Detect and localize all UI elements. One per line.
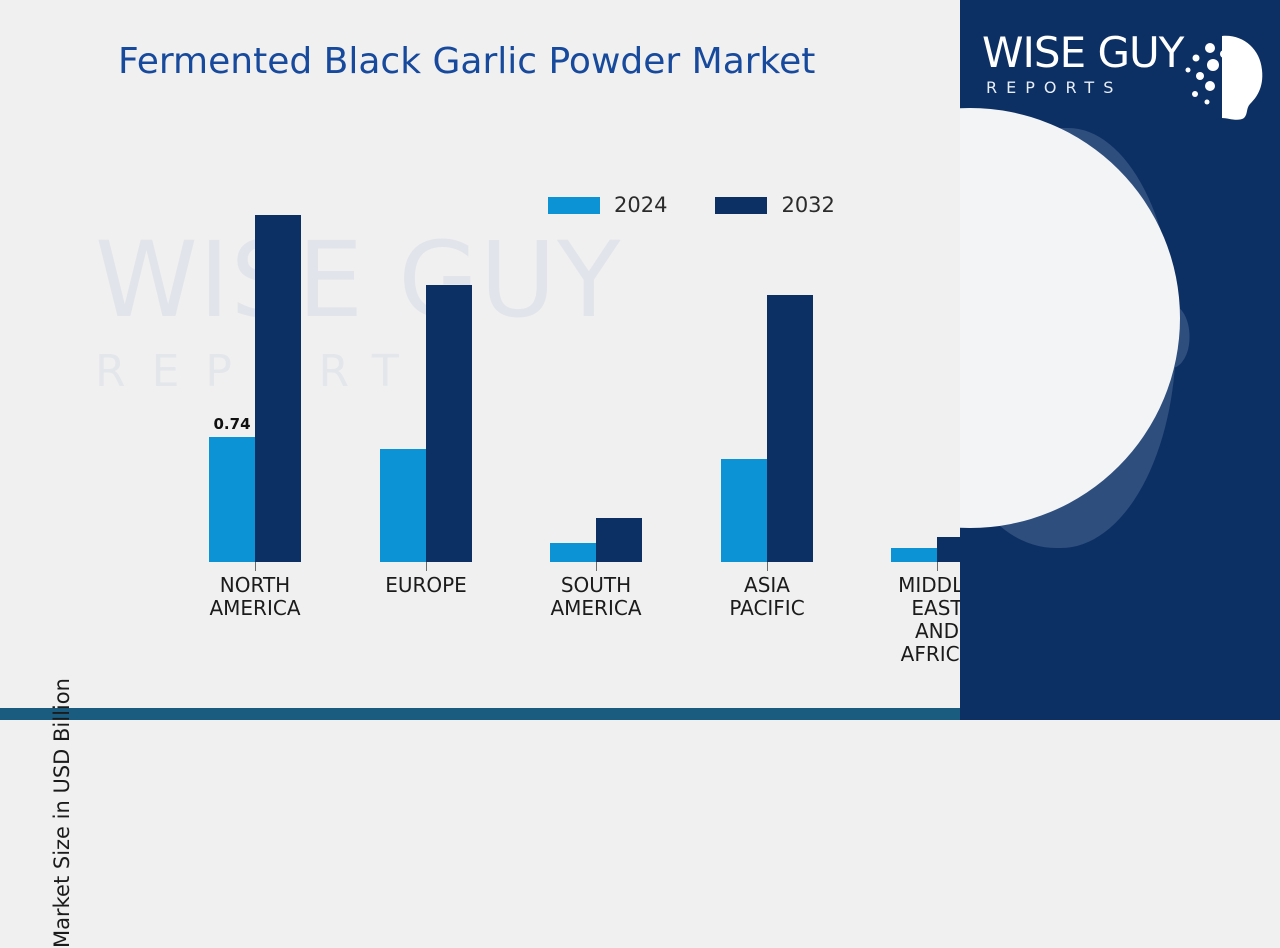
bars-container — [132, 190, 983, 562]
legend-item-2024[interactable]: 2024 — [548, 193, 667, 217]
category-label-line: AMERICA — [209, 596, 301, 620]
bar-2024-europe[interactable] — [380, 448, 426, 562]
category-label-line: MIDDLE — [898, 573, 976, 597]
x-axis-category-label: EUROPE — [341, 574, 511, 597]
chart-legend: 2024 2032 — [548, 193, 835, 217]
chart-plot-area: Market Size in USD Billion NORTH AMERICA E… — [50, 190, 983, 948]
logo-primary-text: WISE GUY — [982, 28, 1184, 77]
logo-head-dots-icon — [1185, 35, 1263, 120]
bar-2024-asia-pacific[interactable] — [721, 458, 767, 562]
y-axis-label: Market Size in USD Billion — [50, 568, 106, 948]
brand-panel: WISE GUY REPORTS — [960, 0, 1280, 720]
x-axis-tick — [255, 562, 256, 571]
bar-value-label: 0.74 — [213, 414, 251, 433]
wiseguy-reports-logo: WISE GUY REPORTS — [982, 28, 1263, 122]
legend-swatch-2032 — [715, 196, 768, 214]
legend-label-2024: 2024 — [614, 193, 668, 217]
x-axis-category-label: ASIA PACIFIC — [682, 574, 852, 620]
bar-2024-south-america[interactable] — [550, 543, 596, 562]
x-axis-baseline — [132, 562, 940, 563]
bar-2024-north-america[interactable] — [209, 436, 255, 562]
chart-title: Fermented Black Garlic Powder Market — [118, 41, 816, 82]
category-label-line: NORTH — [219, 573, 291, 597]
category-label-line: EUROPE — [385, 573, 467, 597]
x-axis-category-label: SOUTH AMERICA — [511, 574, 681, 620]
legend-label-2032: 2032 — [781, 193, 835, 217]
bar-2024-middle-east-and-africa[interactable] — [891, 548, 937, 562]
logo-secondary-text: REPORTS — [986, 78, 1123, 97]
bar-2032-north-america[interactable] — [255, 215, 301, 562]
category-label-line: AFRICA — [900, 642, 974, 666]
category-label-line: EAST — [911, 596, 963, 620]
category-label-line: PACIFIC — [729, 596, 805, 620]
bar-group — [380, 190, 472, 562]
bar-group — [721, 190, 813, 562]
x-axis-category-label: MIDDLE EAST AND AFRICA — [852, 574, 1022, 666]
legend-swatch-2024 — [548, 196, 600, 214]
x-axis-tick — [596, 562, 597, 571]
bar-group — [209, 190, 301, 562]
category-label-line: AND — [914, 619, 960, 643]
legend-item-2032[interactable]: 2032 — [715, 193, 835, 217]
x-axis-category-label: NORTH AMERICA — [170, 574, 340, 620]
bar-2032-south-america[interactable] — [596, 518, 642, 562]
category-label-line: AMERICA — [550, 596, 642, 620]
category-label-line: SOUTH — [560, 573, 632, 597]
bar-2032-europe[interactable] — [426, 284, 472, 562]
x-axis-tick — [937, 562, 938, 571]
bottom-accent-strip — [0, 708, 960, 720]
category-label-line: ASIA — [744, 573, 790, 597]
x-axis-tick — [767, 562, 768, 571]
bar-2032-asia-pacific[interactable] — [767, 294, 813, 562]
bar-group — [550, 190, 642, 562]
x-axis-tick — [426, 562, 427, 571]
y-axis-label-text: Market Size in USD Billion — [50, 678, 74, 948]
